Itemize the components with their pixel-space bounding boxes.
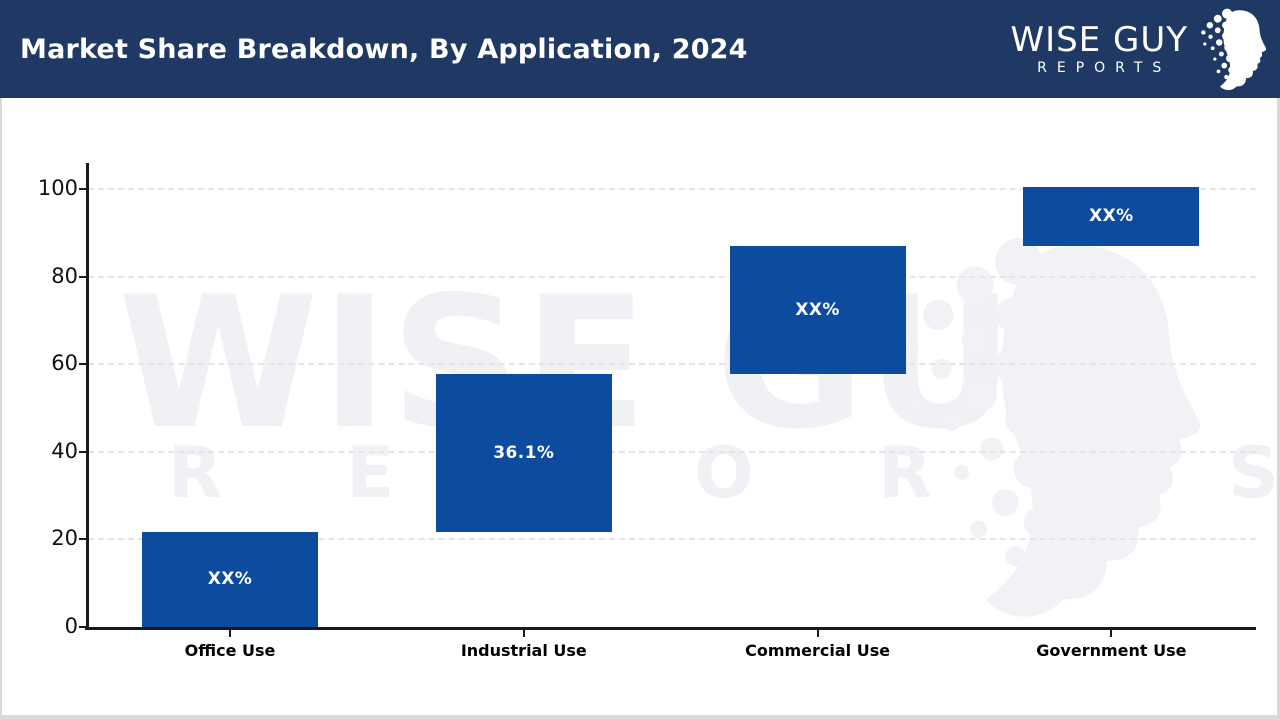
bar-government-use: XX%: [1023, 186, 1200, 247]
bar-industrial-use: 36.1%: [435, 373, 612, 532]
x-tick-mark: [1110, 629, 1113, 637]
x-category-label: Commercial Use: [745, 641, 891, 660]
page-title: Market Share Breakdown, By Application, …: [20, 33, 748, 65]
y-gridline: [88, 363, 1256, 366]
y-gridline: [88, 538, 1256, 541]
y-tick-label: 0: [64, 614, 78, 638]
y-tick-mark: [79, 275, 88, 278]
x-axis-line: [85, 627, 1256, 630]
bar-commercial-use: XX%: [729, 246, 906, 374]
x-tick-mark: [229, 629, 231, 637]
bar-office-use: XX%: [142, 531, 318, 627]
y-tick-mark: [79, 450, 88, 453]
bar-value-label: 36.1%: [493, 442, 555, 463]
right-border: [1277, 98, 1280, 720]
y-axis-line: [86, 163, 89, 630]
x-category-label: Government Use: [1036, 641, 1187, 660]
x-category-label: Industrial Use: [460, 641, 587, 660]
y-tick-mark: [79, 188, 88, 191]
y-tick-label: 80: [51, 263, 78, 288]
wise-guy-reports-logo: WISE GUY REPORTS: [1010, 6, 1266, 92]
watermark-head-icon: [898, 238, 1200, 617]
dotted-head-logo-icon: [1201, 8, 1266, 91]
y-gridline: [88, 450, 1256, 453]
left-border: [0, 98, 2, 720]
logo-wordmark: WISE GUY: [1010, 20, 1188, 60]
logo-subtitle: REPORTS: [1037, 60, 1172, 76]
bottom-border: [0, 715, 1280, 720]
y-tick-label: 100: [37, 176, 78, 201]
y-tick-label: 60: [51, 351, 78, 376]
y-tick-mark: [79, 538, 88, 541]
x-category-label: Office Use: [184, 641, 276, 660]
y-gridline: [88, 275, 1256, 278]
x-tick-mark: [522, 629, 525, 637]
y-tick-mark: [79, 363, 88, 366]
y-tick-label: 40: [51, 438, 78, 463]
logo-text: WISE GUY REPORTS: [1010, 23, 1188, 75]
bar-value-label: XX%: [1089, 206, 1134, 227]
y-gridline: [88, 188, 1256, 191]
header-bar: Market Share Breakdown, By Application, …: [0, 0, 1280, 98]
bar-value-label: XX%: [207, 569, 253, 590]
y-tick-label: 20: [51, 526, 78, 551]
bar-value-label: XX%: [795, 299, 840, 320]
x-tick-mark: [816, 629, 819, 637]
y-tick-mark: [79, 626, 88, 628]
